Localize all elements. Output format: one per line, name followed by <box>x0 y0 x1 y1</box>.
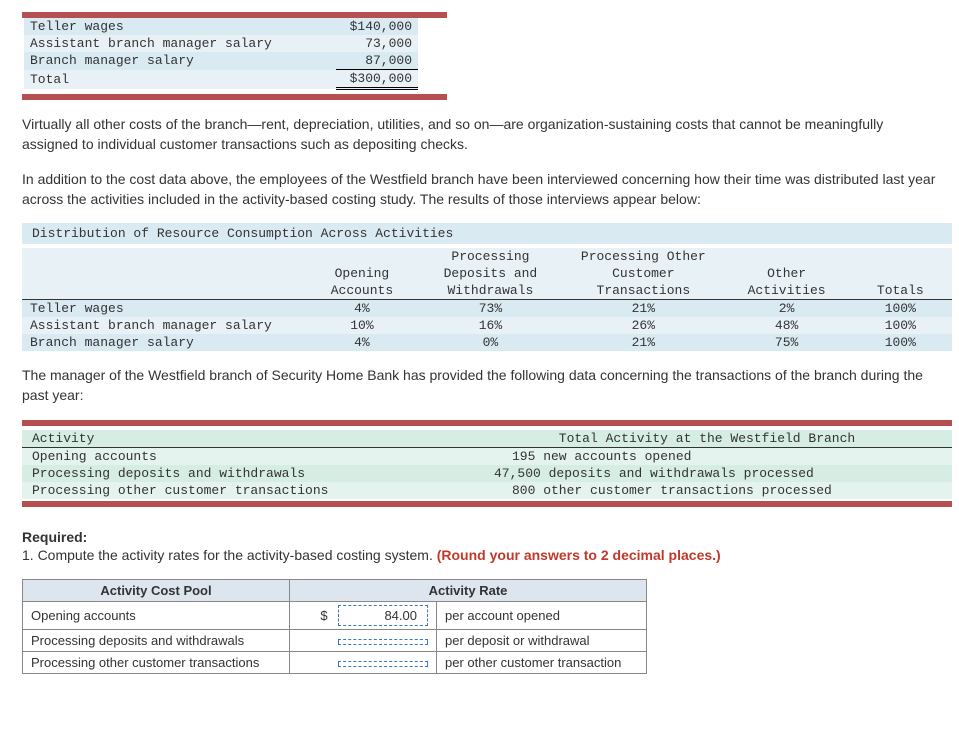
wages-value: 87,000 <box>365 53 412 68</box>
answer-header: Activity Rate <box>290 579 647 601</box>
activity-table: Activity Total Activity at the Westfield… <box>22 430 952 499</box>
activity-header: Activity <box>22 430 462 448</box>
paragraph: Virtually all other costs of the branch—… <box>22 114 937 155</box>
wages-total-label: Total <box>24 70 336 89</box>
activity-header: Total Activity at the Westfield Branch <box>462 430 952 448</box>
table-footer-bar <box>22 501 952 507</box>
answer-row-label: Opening accounts <box>23 601 290 629</box>
wages-value: 140,000 <box>357 19 412 34</box>
table-footer-bar <box>22 94 447 100</box>
activity-value: 47,500 deposits and withdrawals processe… <box>462 465 952 482</box>
answer-unit: per deposit or withdrawal <box>437 629 647 651</box>
dist-title: Distribution of Resource Consumption Acr… <box>22 223 952 244</box>
activity-label: Opening accounts <box>22 447 462 465</box>
activity-label: Processing deposits and withdrawals <box>22 465 462 482</box>
rate-input[interactable] <box>338 639 428 645</box>
activity-label: Processing other customer transactions <box>22 482 462 499</box>
answer-row-label: Processing other customer transactions <box>23 651 290 673</box>
distribution-table: Processing Processing Other Opening Depo… <box>22 248 952 351</box>
answer-unit: per account opened <box>437 601 647 629</box>
wages-value: 73,000 <box>365 36 412 51</box>
wages-label: Assistant branch manager salary <box>24 35 336 52</box>
table-header-bar <box>22 420 952 426</box>
answer-unit: per other customer transaction <box>437 651 647 673</box>
answer-header: Activity Cost Pool <box>23 579 290 601</box>
wages-label: Branch manager salary <box>24 52 336 70</box>
wages-label: Teller wages <box>24 18 336 35</box>
dist-row-label: Assistant branch manager salary <box>22 317 305 334</box>
required-text: 1. Compute the activity rates for the ac… <box>22 547 937 563</box>
rate-input[interactable] <box>338 661 428 667</box>
wages-total-value: 300,000 <box>357 71 412 86</box>
rate-input[interactable]: 84.00 <box>338 605 428 626</box>
currency: $ <box>345 19 357 34</box>
answer-table: Activity Cost Pool Activity Rate Opening… <box>22 579 647 674</box>
paragraph: The manager of the Westfield branch of S… <box>22 365 937 406</box>
activity-value: 800 other customer transactions processe… <box>462 482 952 499</box>
required-title: Required: <box>22 529 937 545</box>
activity-value: 195 new accounts opened <box>462 447 952 465</box>
dist-row-label: Teller wages <box>22 300 305 318</box>
answer-row-label: Processing deposits and withdrawals <box>23 629 290 651</box>
wages-table: Teller wages $140,000 Assistant branch m… <box>24 18 418 90</box>
paragraph: In addition to the cost data above, the … <box>22 169 937 210</box>
dist-row-label: Branch manager salary <box>22 334 305 351</box>
